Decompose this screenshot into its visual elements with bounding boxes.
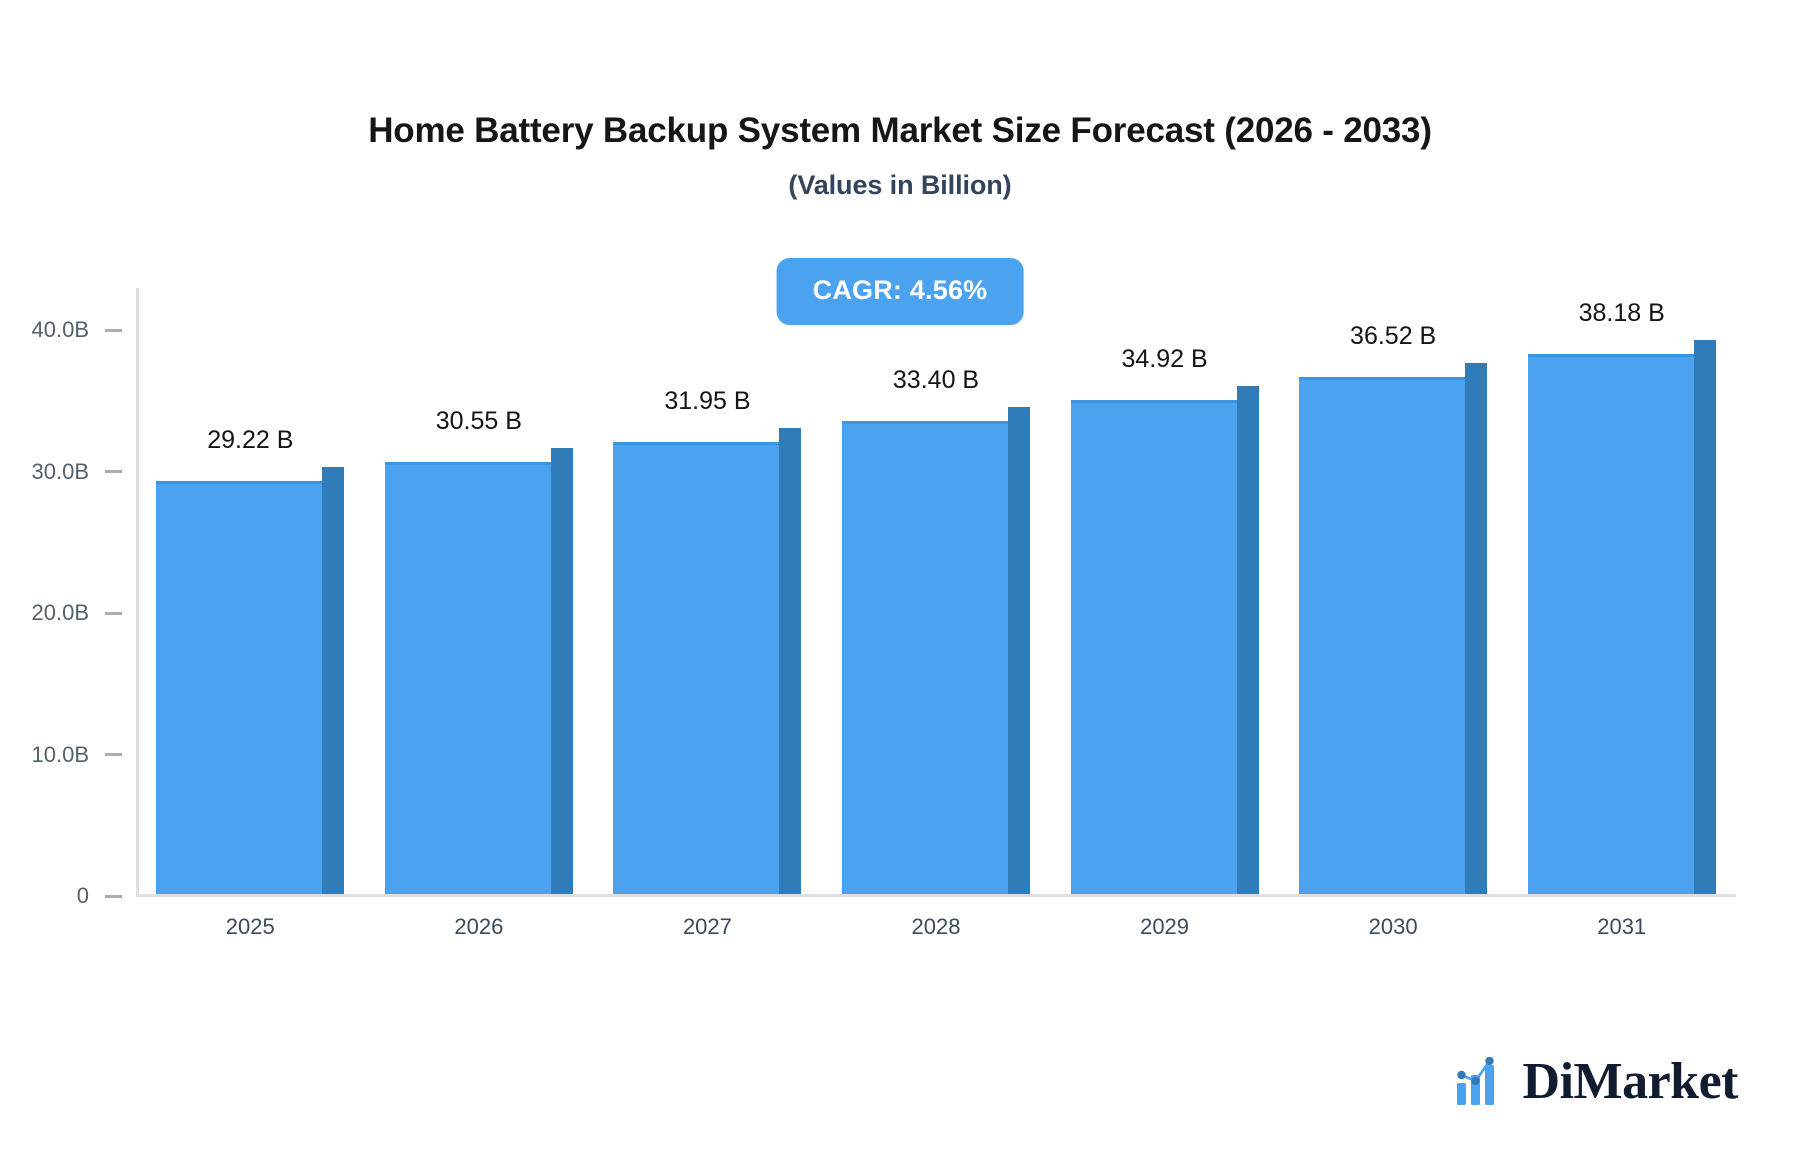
y-axis-tick: 0 xyxy=(77,883,136,909)
bar-value-label: 38.18 B xyxy=(1578,298,1665,327)
bar[interactable]: 33.40 B xyxy=(842,366,1030,894)
y-axis-tick-mark xyxy=(105,611,122,615)
bar[interactable]: 38.18 B xyxy=(1527,299,1716,894)
y-axis-tick-mark xyxy=(105,753,122,756)
logo-wordmark: DiMarket xyxy=(1522,1053,1739,1110)
y-axis-tick-mark xyxy=(105,470,122,473)
bar[interactable]: 31.95 B xyxy=(613,387,802,894)
x-axis-tick-label: 2029 xyxy=(1140,914,1190,939)
page-title: Home Battery Backup System Market Size F… xyxy=(368,111,1432,150)
bar-value-label: 33.40 B xyxy=(892,366,980,395)
y-axis-tick-label: 30.0B xyxy=(31,458,90,484)
y-axis-line xyxy=(136,288,139,896)
bar-front-face xyxy=(613,441,780,894)
bar-value-label: 29.22 B xyxy=(207,425,294,454)
y-axis-tick: 20.0B xyxy=(32,600,137,626)
bar[interactable]: 36.52 B xyxy=(1299,322,1488,894)
bar-side-panel xyxy=(322,466,345,894)
bar-value-label: 34.92 B xyxy=(1121,344,1208,373)
cagr-badge: CAGR: 4.56% xyxy=(776,258,1024,325)
y-axis-tick: 40.0B xyxy=(32,317,137,343)
bar-front-face xyxy=(156,480,323,894)
bar-value-label: 36.52 B xyxy=(1350,322,1437,351)
bar-side-panel xyxy=(1693,339,1716,894)
bar-value-label: 30.55 B xyxy=(435,406,522,435)
bar-front-face xyxy=(1299,377,1466,894)
bar-front-face xyxy=(384,461,551,894)
bar-side-panel xyxy=(779,427,802,894)
plot-area: 40.0B 30.0B 20.0B 10.0B 0 2025 2026 2027 2028 20… xyxy=(32,288,1736,939)
bar-side-panel xyxy=(1465,363,1488,894)
chart-subtitle: (Values in Billion) xyxy=(788,170,1012,200)
bar-front-face xyxy=(842,421,1008,894)
x-axis-tick-label: 2027 xyxy=(682,914,732,939)
y-axis-tick: 10.0B xyxy=(32,742,137,768)
bar[interactable]: 34.92 B xyxy=(1070,345,1259,894)
bar-value-label: 31.95 B xyxy=(664,386,751,415)
x-axis-tick-label: 2025 xyxy=(225,914,275,939)
title-block: Home Battery Backup System Market Size F… xyxy=(0,110,1800,201)
x-axis-line xyxy=(136,894,1736,897)
bar[interactable]: 29.22 B xyxy=(156,426,345,894)
x-axis-tick-label: 2028 xyxy=(911,914,961,939)
bar[interactable]: 30.55 B xyxy=(384,407,573,894)
bar-side-panel xyxy=(1236,385,1259,894)
y-axis-tick-label: 20.0B xyxy=(31,600,90,625)
bar-side-panel xyxy=(550,447,573,894)
bar-front-face xyxy=(1527,353,1694,894)
y-axis-tick-label: 0 xyxy=(76,883,89,908)
y-axis-tick-label: 40.0B xyxy=(31,317,90,342)
bar-front-face xyxy=(1070,399,1237,894)
x-axis-tick-label: 2031 xyxy=(1597,914,1647,939)
y-axis-tick-label: 10.0B xyxy=(31,741,90,767)
y-axis-tick-mark xyxy=(105,328,122,332)
x-axis-tick-label: 2030 xyxy=(1368,914,1418,939)
bar-chart-icon xyxy=(1456,1057,1494,1105)
y-axis-tick: 30.0B xyxy=(32,459,137,485)
bar-side-panel xyxy=(1008,407,1030,894)
y-axis-tick-mark xyxy=(105,894,122,898)
x-axis-tick-label: 2026 xyxy=(454,914,504,939)
dimarket-logo: DiMarket xyxy=(1455,1053,1739,1110)
